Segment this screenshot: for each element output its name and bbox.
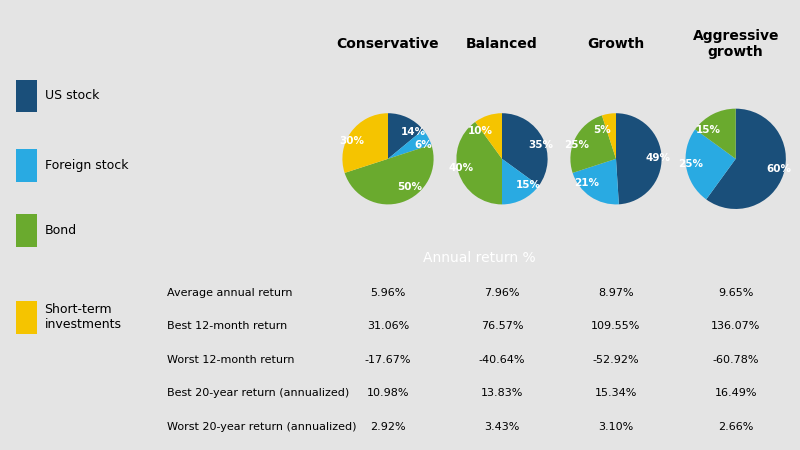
- Text: Conservative: Conservative: [337, 37, 439, 51]
- Text: 10%: 10%: [468, 126, 493, 135]
- Text: 5.96%: 5.96%: [370, 288, 406, 298]
- Text: Bond: Bond: [45, 224, 77, 237]
- Text: -60.78%: -60.78%: [713, 355, 759, 365]
- Text: 5%: 5%: [594, 125, 611, 135]
- Text: 7.96%: 7.96%: [484, 288, 520, 298]
- Wedge shape: [388, 130, 431, 159]
- Text: US stock: US stock: [45, 90, 99, 102]
- Text: 9.65%: 9.65%: [718, 288, 754, 298]
- Text: Average annual return: Average annual return: [167, 288, 292, 298]
- Wedge shape: [345, 145, 434, 204]
- Text: 10.98%: 10.98%: [366, 388, 410, 398]
- Text: 25%: 25%: [678, 159, 703, 169]
- Wedge shape: [342, 113, 388, 173]
- Text: 15%: 15%: [515, 180, 541, 190]
- FancyBboxPatch shape: [17, 214, 37, 247]
- Text: 15%: 15%: [696, 125, 721, 135]
- Text: -52.92%: -52.92%: [593, 355, 639, 365]
- Text: Worst 20-year return (annualized): Worst 20-year return (annualized): [167, 422, 356, 432]
- Text: 136.07%: 136.07%: [711, 321, 760, 331]
- FancyBboxPatch shape: [17, 80, 37, 112]
- Text: 6%: 6%: [414, 140, 432, 149]
- Text: -40.64%: -40.64%: [478, 355, 526, 365]
- Wedge shape: [686, 129, 736, 199]
- Text: Best 12-month return: Best 12-month return: [167, 321, 287, 331]
- Text: 35%: 35%: [529, 140, 554, 150]
- Text: Balanced: Balanced: [466, 37, 538, 51]
- Text: Growth: Growth: [587, 37, 645, 51]
- Wedge shape: [475, 113, 502, 159]
- Wedge shape: [388, 113, 423, 159]
- Text: 8.97%: 8.97%: [598, 288, 634, 298]
- Wedge shape: [706, 108, 786, 209]
- Text: Aggressive
growth: Aggressive growth: [693, 29, 779, 59]
- Text: 14%: 14%: [401, 127, 426, 137]
- Text: 40%: 40%: [449, 163, 474, 173]
- Text: 31.06%: 31.06%: [367, 321, 409, 331]
- Text: 109.55%: 109.55%: [591, 321, 641, 331]
- Text: 60%: 60%: [766, 164, 792, 174]
- Text: 15.34%: 15.34%: [595, 388, 637, 398]
- Text: -17.67%: -17.67%: [365, 355, 411, 365]
- Text: Short-term
investments: Short-term investments: [45, 303, 122, 331]
- Wedge shape: [457, 122, 502, 204]
- Text: Annual return %: Annual return %: [423, 251, 535, 265]
- Text: Worst 12-month return: Worst 12-month return: [167, 355, 294, 365]
- Text: 2.92%: 2.92%: [370, 422, 406, 432]
- Text: 25%: 25%: [565, 140, 590, 150]
- Wedge shape: [573, 159, 619, 204]
- FancyBboxPatch shape: [17, 149, 37, 182]
- Text: 50%: 50%: [397, 182, 422, 192]
- Text: 16.49%: 16.49%: [714, 388, 757, 398]
- Text: 76.57%: 76.57%: [481, 321, 523, 331]
- Text: 2.66%: 2.66%: [718, 422, 754, 432]
- Wedge shape: [616, 113, 662, 204]
- Wedge shape: [502, 113, 547, 185]
- Text: 21%: 21%: [574, 178, 599, 189]
- Wedge shape: [502, 159, 539, 204]
- Wedge shape: [695, 108, 736, 159]
- Text: 13.83%: 13.83%: [481, 388, 523, 398]
- FancyBboxPatch shape: [17, 301, 37, 333]
- Text: 3.43%: 3.43%: [484, 422, 520, 432]
- Wedge shape: [570, 116, 616, 173]
- Text: 30%: 30%: [339, 136, 364, 146]
- Wedge shape: [602, 113, 616, 159]
- Text: 3.10%: 3.10%: [598, 422, 634, 432]
- Text: Best 20-year return (annualized): Best 20-year return (annualized): [167, 388, 349, 398]
- Text: Foreign stock: Foreign stock: [45, 159, 128, 172]
- Text: 49%: 49%: [646, 153, 670, 163]
